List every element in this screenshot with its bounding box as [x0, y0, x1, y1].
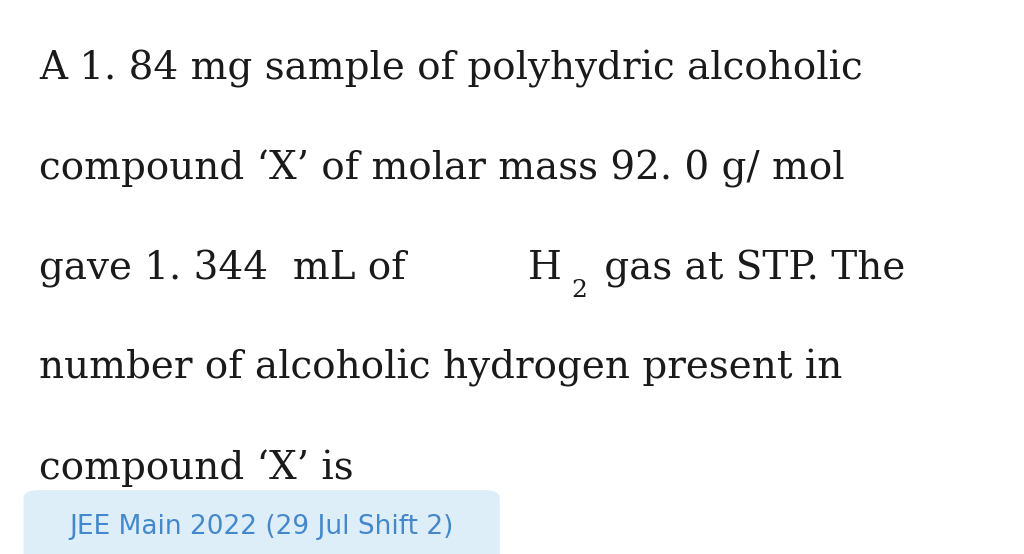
Text: A 1. 84 mg sample of polyhydric alcoholic: A 1. 84 mg sample of polyhydric alcoholi…	[39, 50, 862, 88]
Text: JEE Main 2022 (29 Jul Shift 2): JEE Main 2022 (29 Jul Shift 2)	[69, 515, 454, 540]
Text: compound ‘X’ is: compound ‘X’ is	[39, 449, 353, 487]
FancyBboxPatch shape	[24, 490, 500, 554]
Text: number of alcoholic hydrogen present in: number of alcoholic hydrogen present in	[39, 350, 843, 387]
Text: compound ‘X’ of molar mass 92. 0 g/ mol: compound ‘X’ of molar mass 92. 0 g/ mol	[39, 150, 845, 188]
Text: gas at STP. The: gas at STP. The	[592, 250, 905, 288]
Text: H: H	[528, 250, 562, 287]
Text: 2: 2	[571, 279, 588, 302]
Text: gave 1. 344  mL of: gave 1. 344 mL of	[39, 250, 418, 288]
